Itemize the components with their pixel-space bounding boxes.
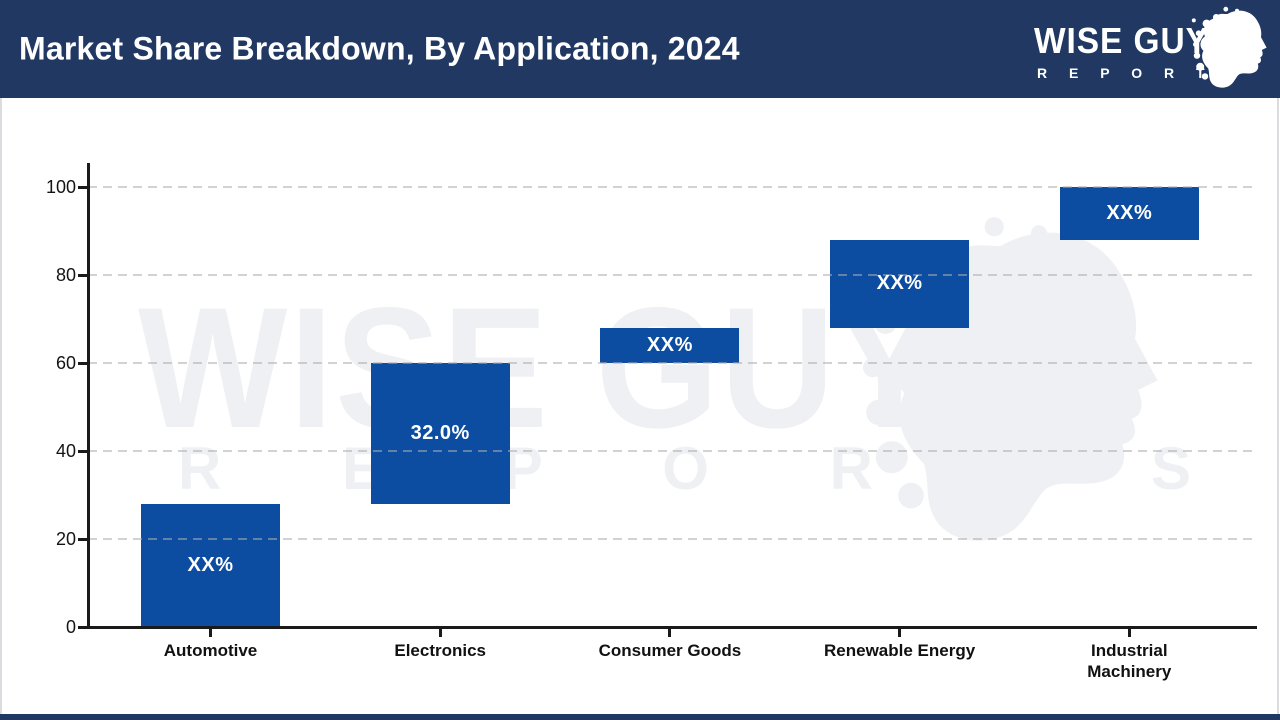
header-bar: Market Share Breakdown, By Application, … <box>0 0 1280 98</box>
y-axis-tick <box>78 449 87 453</box>
logo-head-icon <box>1188 6 1270 94</box>
waterfall-chart: 0 20 40 60 80 100 XX% Automotive 32.0% Electronic… <box>0 98 1280 714</box>
logo-wordmark-line2: R E P O R T S <box>1037 65 1245 81</box>
bar-value-label-automotive: XX% <box>187 553 234 576</box>
y-axis-tick-label: 40 <box>55 441 76 461</box>
y-axis-tick-label: 80 <box>55 265 76 285</box>
watermark-text-line1: WISE GUY <box>138 272 945 464</box>
bar-value-label-electronics: 32.0% <box>410 421 470 444</box>
x-axis-line <box>87 626 1257 629</box>
x-axis-tick <box>1127 629 1131 637</box>
bar-industrial-machinery <box>1059 187 1199 240</box>
bar-value-label-industrial-machinery: XX% <box>1106 201 1153 224</box>
x-axis-tick <box>209 629 212 637</box>
y-axis-tick <box>78 185 87 189</box>
x-axis-label-consumer-goods: Consumer Goods <box>598 641 742 660</box>
page-border-left <box>0 98 2 714</box>
y-axis-tick <box>78 273 87 277</box>
x-axis-label-renewable-energy: Renewable Energy <box>824 641 976 660</box>
y-axis-tick-label: 60 <box>55 353 76 373</box>
x-axis-tick <box>668 629 672 637</box>
bar-electronics <box>370 363 510 504</box>
bar-automotive <box>141 503 280 627</box>
bar-value-label-consumer-goods: XX% <box>646 333 693 356</box>
footer-bar <box>0 714 1280 720</box>
x-axis-label-industrial-machinery: Industrial Machinery <box>1087 641 1172 681</box>
bar-value-label-renewable-energy: XX% <box>876 272 923 295</box>
y-axis-line <box>87 163 90 629</box>
x-axis-label-electronics: Electronics <box>394 641 487 660</box>
logo-wordmark: WISE GUY R E P O R T S <box>1034 20 1245 81</box>
page-border-right <box>1277 98 1279 714</box>
gridline-60 <box>88 362 1258 364</box>
gridline-20 <box>88 538 1258 540</box>
bar-consumer-goods <box>600 327 740 363</box>
y-axis-tick-label: 100 <box>45 177 76 197</box>
logo-wordmark-line1: WISE GUY <box>1034 20 1209 61</box>
y-axis-tick <box>78 537 87 541</box>
y-axis-tick-label: 0 <box>65 617 76 637</box>
gridline-100 <box>88 186 1258 188</box>
gridline-40 <box>88 450 1258 452</box>
wise-guy-reports-logo: WISE GUY R E P O R T S <box>1004 0 1272 98</box>
gridline-80 <box>88 274 1258 276</box>
x-axis-label-automotive: Automotive <box>163 641 258 660</box>
x-axis-tick <box>898 629 902 637</box>
x-axis-tick <box>438 629 442 637</box>
y-axis-tick-label: 20 <box>55 529 76 549</box>
bar-renewable-energy <box>830 239 970 328</box>
y-axis-tick <box>78 625 87 629</box>
y-axis-tick <box>78 361 87 365</box>
chart-title: Market Share Breakdown, By Application, … <box>19 30 740 67</box>
